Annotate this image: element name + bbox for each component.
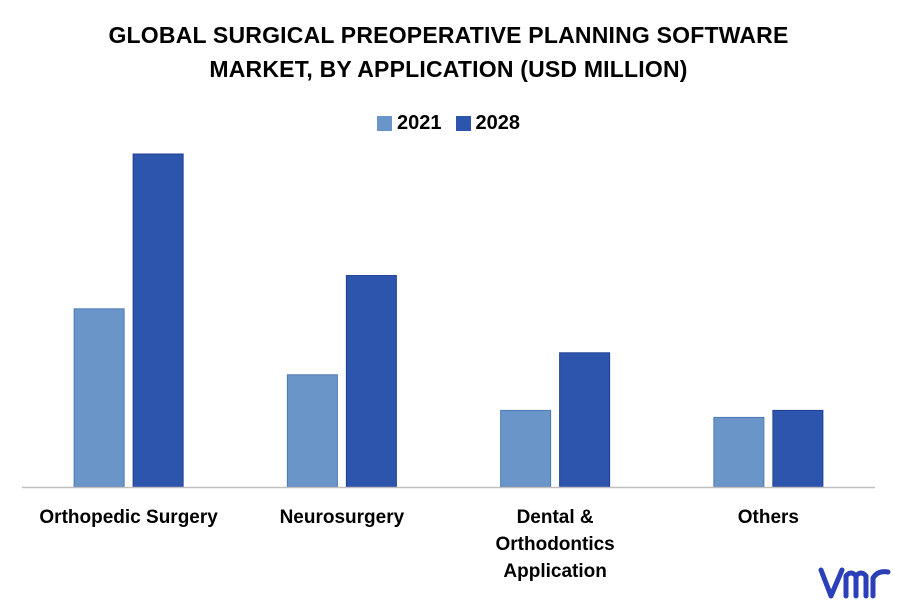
bar-2028-orthopedic-surgery <box>132 153 184 488</box>
legend-label-2028: 2028 <box>475 112 521 134</box>
legend-label-2021: 2021 <box>397 112 442 134</box>
bar-2028-neurosurgery <box>345 275 397 488</box>
vmr-logo <box>818 562 892 607</box>
category-label-line: Orthopedic Surgery <box>39 507 218 528</box>
chart-title: GLOBAL SURGICAL PREOPERATIVE PLANNING SO… <box>0 18 897 86</box>
bar-2021-neurosurgery <box>286 374 338 488</box>
vmr-logo-icon <box>818 567 891 599</box>
bar-2028-others <box>772 409 824 488</box>
chart-title-line-2: MARKET, BY APPLICATION (USD MILLION) <box>209 56 688 82</box>
legend-item-2028: 2028 <box>455 112 521 135</box>
category-label-line: Orthodontics <box>495 534 615 555</box>
category-label: Neurosurgery <box>242 504 442 531</box>
category-label: Others <box>668 504 868 531</box>
category-label: Orthopedic Surgery <box>29 504 229 531</box>
category-label: Dental & Orthodontics Application <box>455 504 655 585</box>
category-label-line: Others <box>737 507 799 528</box>
category-label-line: Dental & <box>516 507 594 528</box>
legend-item-2021: 2021 <box>377 112 442 135</box>
bar-2021-orthopedic-surgery <box>73 308 125 488</box>
legend-swatch-2028 <box>455 116 471 131</box>
legend-swatch-2021 <box>377 116 392 131</box>
chart-title-line-1: GLOBAL SURGICAL PREOPERATIVE PLANNING SO… <box>108 22 789 48</box>
bar-2021-dental-orthodontics-application <box>500 409 552 488</box>
bar-2028-dental-orthodontics-application <box>559 352 611 488</box>
chart-legend: 2021 2028 <box>0 112 897 135</box>
category-label-line: Neurosurgery <box>279 507 405 528</box>
category-label-line: Application <box>503 561 607 582</box>
bar-2021-others <box>713 416 765 488</box>
